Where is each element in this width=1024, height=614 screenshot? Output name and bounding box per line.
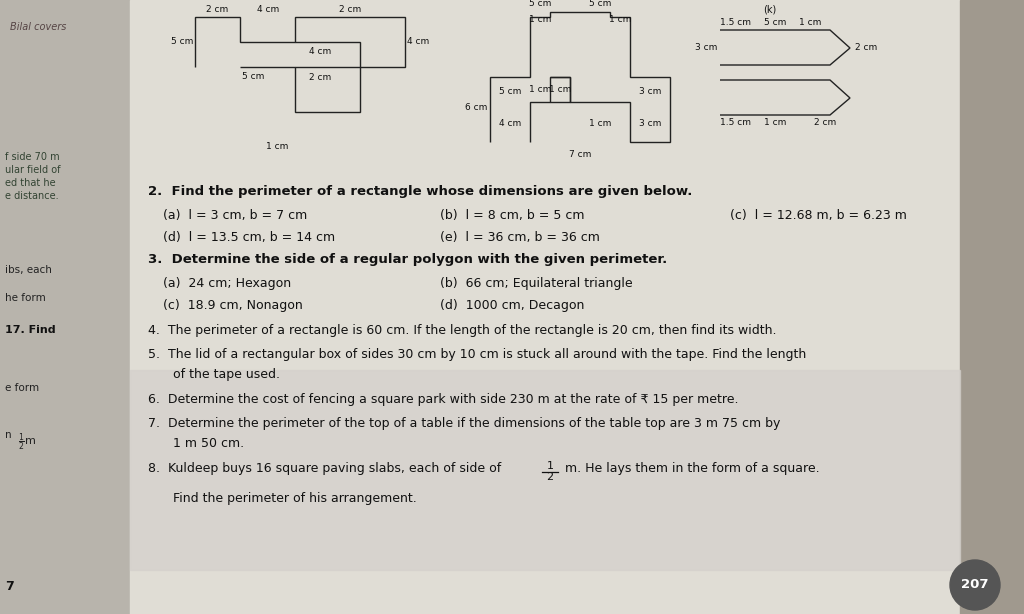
Text: (c)  l = 12.68 m, b = 6.23 m: (c) l = 12.68 m, b = 6.23 m [730, 209, 907, 222]
Text: ular field of: ular field of [5, 165, 60, 175]
Text: (k): (k) [763, 5, 776, 15]
Text: 7 cm: 7 cm [568, 150, 591, 159]
Text: 1 cm: 1 cm [528, 15, 551, 24]
Text: 4 cm: 4 cm [407, 37, 429, 47]
Text: he form: he form [5, 293, 46, 303]
Circle shape [950, 560, 1000, 610]
Text: (e)  l = 36 cm, b = 36 cm: (e) l = 36 cm, b = 36 cm [440, 231, 600, 244]
Text: (b)  66 cm; Equilateral triangle: (b) 66 cm; Equilateral triangle [440, 277, 633, 290]
Text: 1 m 50 cm.: 1 m 50 cm. [173, 437, 244, 450]
Text: (a)  l = 3 cm, b = 7 cm: (a) l = 3 cm, b = 7 cm [163, 209, 307, 222]
Text: 5 cm: 5 cm [528, 0, 551, 8]
Text: 6 cm: 6 cm [465, 103, 487, 112]
Text: 3 cm: 3 cm [694, 42, 717, 52]
Text: 2.  Find the perimeter of a rectangle whose dimensions are given below.: 2. Find the perimeter of a rectangle who… [148, 185, 692, 198]
Text: 1: 1 [547, 461, 554, 471]
Text: 1 cm: 1 cm [609, 15, 631, 24]
Text: ed that he: ed that he [5, 178, 55, 188]
Text: 1 cm: 1 cm [549, 85, 571, 95]
Text: m. He lays them in the form of a square.: m. He lays them in the form of a square. [565, 462, 819, 475]
Text: Find the perimeter of his arrangement.: Find the perimeter of his arrangement. [173, 492, 417, 505]
Text: 5 cm: 5 cm [242, 72, 264, 81]
Bar [130, 370, 961, 570]
Text: 5 cm: 5 cm [589, 0, 611, 8]
Text: 6.  Determine the cost of fencing a square park with side 230 m at the rate of ₹: 6. Determine the cost of fencing a squar… [148, 393, 738, 406]
Text: (a)  24 cm; Hexagon: (a) 24 cm; Hexagon [163, 277, 291, 290]
Text: 5 cm: 5 cm [499, 88, 521, 96]
Text: 4 cm: 4 cm [309, 47, 331, 56]
Text: 3 cm: 3 cm [639, 88, 662, 96]
Text: 4 cm: 4 cm [257, 5, 280, 14]
Text: 7.  Determine the perimeter of the top of a table if the dimensions of the table: 7. Determine the perimeter of the top of… [148, 417, 780, 430]
Text: 1.5 cm: 1.5 cm [720, 18, 751, 27]
Text: 17. Find: 17. Find [5, 325, 55, 335]
Text: ibs, each: ibs, each [5, 265, 52, 275]
Text: 7: 7 [5, 580, 13, 593]
Text: 207: 207 [962, 578, 989, 591]
Text: 1.5 cm: 1.5 cm [720, 118, 751, 127]
Text: n: n [5, 430, 11, 440]
Text: 1 cm: 1 cm [266, 142, 288, 151]
Text: 2 cm: 2 cm [309, 72, 331, 82]
Text: of the tape used.: of the tape used. [173, 368, 280, 381]
Text: (c)  18.9 cm, Nonagon: (c) 18.9 cm, Nonagon [163, 299, 303, 312]
Text: 5.  The lid of a rectangular box of sides 30 cm by 10 cm is stuck all around wit: 5. The lid of a rectangular box of sides… [148, 348, 806, 361]
Text: e distance.: e distance. [5, 191, 58, 201]
Text: 2 cm: 2 cm [855, 42, 878, 52]
Text: (b)  l = 8 cm, b = 5 cm: (b) l = 8 cm, b = 5 cm [440, 209, 585, 222]
Text: 5 cm: 5 cm [171, 37, 193, 47]
Text: (d)  1000 cm, Decagon: (d) 1000 cm, Decagon [440, 299, 585, 312]
Text: 2 cm: 2 cm [339, 5, 361, 14]
Text: Bilal covers: Bilal covers [10, 22, 67, 32]
Text: 1 cm: 1 cm [799, 18, 821, 27]
Bar [961, 0, 1024, 614]
Text: (d)  l = 13.5 cm, b = 14 cm: (d) l = 13.5 cm, b = 14 cm [163, 231, 335, 244]
Text: 1 cm: 1 cm [764, 118, 786, 127]
Text: 2 cm: 2 cm [206, 5, 228, 14]
Text: 2 cm: 2 cm [814, 118, 837, 127]
Text: 3 cm: 3 cm [639, 120, 662, 128]
Text: 4 cm: 4 cm [499, 120, 521, 128]
Text: 1 cm: 1 cm [528, 85, 551, 95]
Bar [0, 0, 130, 614]
Text: 1 cm: 1 cm [589, 120, 611, 128]
Bar [130, 0, 961, 614]
Text: 3.  Determine the side of a regular polygon with the given perimeter.: 3. Determine the side of a regular polyg… [148, 253, 668, 266]
Text: 2: 2 [547, 472, 554, 482]
Text: f side 70 m: f side 70 m [5, 152, 59, 162]
Text: 4.  The perimeter of a rectangle is 60 cm. If the length of the rectangle is 20 : 4. The perimeter of a rectangle is 60 cm… [148, 324, 776, 337]
Text: e form: e form [5, 383, 39, 393]
Text: $\frac{1}{2}$m: $\frac{1}{2}$m [18, 432, 36, 454]
Text: 5 cm: 5 cm [764, 18, 786, 27]
Text: 8.  Kuldeep buys 16 square paving slabs, each of side of: 8. Kuldeep buys 16 square paving slabs, … [148, 462, 502, 475]
